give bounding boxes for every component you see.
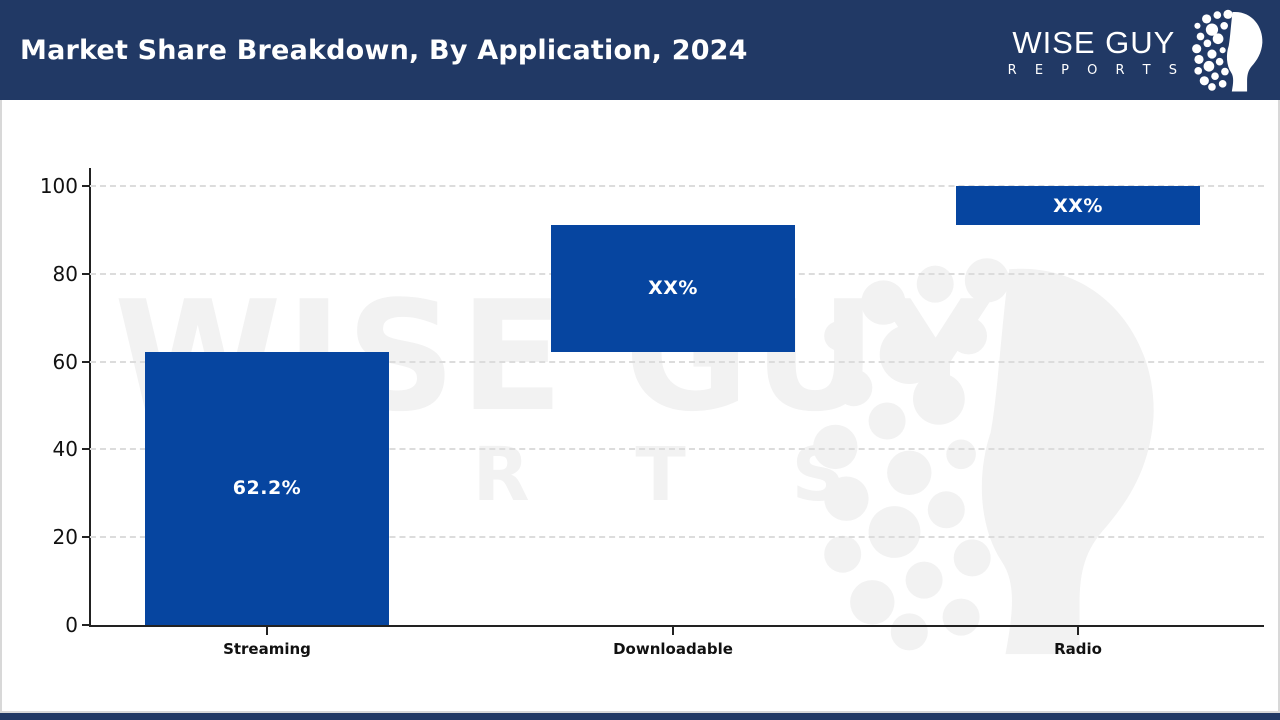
bar-value-label: 62.2% [232,477,302,500]
x-axis-line [89,625,1264,627]
y-axis-line [89,168,91,627]
header-bar: Market Share Breakdown, By Application, … [0,0,1280,100]
y-tick-mark [82,360,90,363]
logo-text: WISE GUY R E P O R T S [1004,25,1184,78]
logo-subtitle: R E P O R T S [1007,62,1184,78]
y-tick-mark [82,185,90,187]
y-tick-label: 40 [52,437,78,462]
bar-radio: XX% [956,186,1200,226]
y-tick-mark [82,272,90,275]
gridline-y20 [90,536,1264,539]
wise-guy-reports-logo: WISE GUY R E P O R T S [1004,8,1268,94]
chart-title: Market Share Breakdown, By Application, … [20,34,748,66]
gridline-y100 [90,185,1264,187]
x-tick-label-downloadable: Downloadable [613,640,733,658]
dotted-head-icon [1192,9,1263,92]
footer-bar [0,713,1280,720]
x-tick-mark [1077,627,1079,635]
x-tick-mark [672,627,674,635]
x-tick-mark [266,627,268,635]
x-tick-label-radio: Radio [1054,640,1102,658]
bar-downloadable: XX% [551,225,795,352]
bar-value-label: XX% [648,277,698,300]
y-tick-label: 100 [39,174,78,198]
gridline-y60 [90,360,1264,363]
bar-streaming: 62.2% [145,351,389,625]
y-tick-mark [82,536,90,539]
bar-value-label: XX% [1053,194,1103,217]
y-tick-label: 80 [52,261,78,286]
x-tick-label-streaming: Streaming [223,640,311,658]
gridline-y40 [90,448,1264,451]
plot: 0 20 40 60 80 100 62.2% Streaming XX% Downloadabl… [2,100,1280,713]
y-tick-label: 60 [52,349,78,374]
y-tick-label: 0 [65,613,78,637]
logo-wordmark: WISE GUY [1012,24,1176,60]
y-tick-mark [82,448,90,451]
chart-area: WISE GUY P O R T S 0 20 40 60 80 100 62.2% Stre… [0,100,1280,713]
watermark-head-icon [813,258,1154,655]
y-tick-mark [82,624,90,626]
y-tick-label: 20 [52,525,78,550]
